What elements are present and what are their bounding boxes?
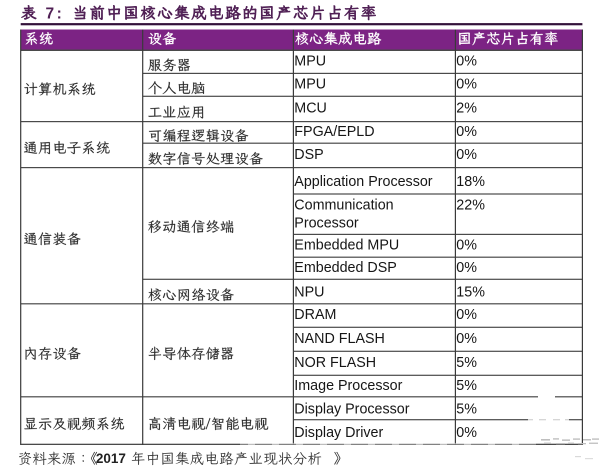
svg-text:2017: 2017: [96, 451, 126, 466]
svg-text:0%: 0%: [456, 77, 477, 93]
svg-text:Application Processor: Application Processor: [294, 174, 433, 190]
svg-text:5%: 5%: [456, 401, 477, 417]
svg-text:5%: 5%: [456, 355, 477, 371]
svg-text:DSP: DSP: [294, 147, 323, 163]
svg-text:5%: 5%: [456, 378, 477, 394]
svg-text:0%: 0%: [456, 147, 477, 163]
svg-text:DRAM: DRAM: [294, 307, 336, 323]
svg-text:0%: 0%: [456, 54, 477, 70]
svg-text:Communication: Communication: [294, 197, 393, 213]
svg-text:MPU: MPU: [294, 77, 326, 93]
svg-text:0%: 0%: [456, 260, 477, 276]
svg-text:MCU: MCU: [294, 101, 327, 117]
svg-text:18%: 18%: [456, 174, 485, 190]
svg-text:0%: 0%: [456, 425, 477, 441]
svg-text:FPGA/EPLD: FPGA/EPLD: [294, 124, 374, 140]
svg-text:Embedded MPU: Embedded MPU: [294, 238, 399, 254]
svg-text:NAND FLASH: NAND FLASH: [294, 331, 385, 347]
svg-text:Processor: Processor: [294, 216, 359, 232]
svg-text:22%: 22%: [456, 197, 485, 213]
svg-text:15%: 15%: [456, 285, 485, 301]
svg-text:7:: 7:: [46, 6, 65, 23]
svg-text:Image Processor: Image Processor: [294, 378, 402, 394]
svg-text:2%: 2%: [456, 101, 477, 117]
svg-text:NOR FLASH: NOR FLASH: [294, 355, 376, 371]
svg-text:Display Driver: Display Driver: [294, 425, 383, 441]
svg-text:0%: 0%: [456, 124, 477, 140]
svg-text:Embedded DSP: Embedded DSP: [294, 260, 397, 276]
svg-text:0%: 0%: [456, 331, 477, 347]
svg-text:NPU: NPU: [294, 285, 324, 301]
svg-text:MPU: MPU: [294, 54, 326, 70]
svg-text:Display Processor: Display Processor: [294, 401, 409, 417]
svg-text:0%: 0%: [456, 307, 477, 323]
svg-text:0%: 0%: [456, 238, 477, 254]
